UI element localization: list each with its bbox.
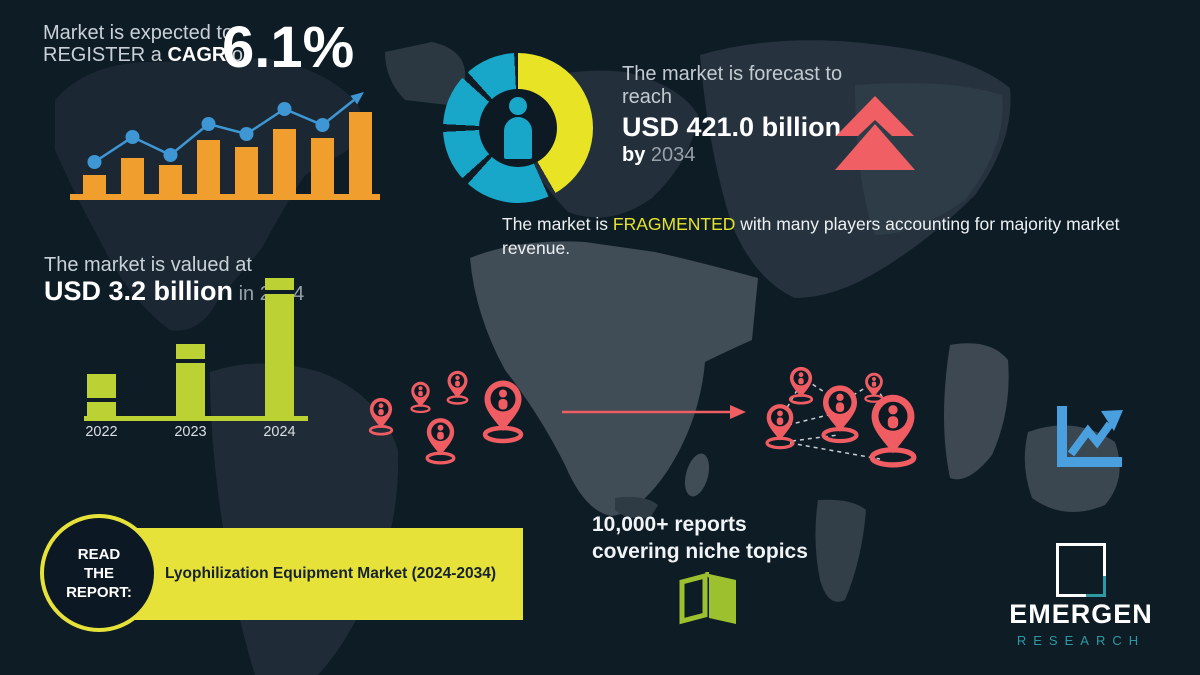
trend-chart-icon	[1057, 406, 1123, 467]
forecast-by-label: by	[622, 144, 646, 166]
valuation-intro: The market is valued at	[44, 254, 252, 276]
read-word1: READ	[77, 545, 121, 563]
logo-name: EMERGEN	[1009, 599, 1153, 629]
pin-cluster-scattered	[368, 369, 522, 465]
valuation-bar-chart: 2022 2023 2024	[78, 278, 310, 440]
forecast-section: The market is forecast to reach USD 421.…	[622, 63, 842, 167]
forecast-by-year: 2034	[650, 144, 696, 166]
cagr-value: 6.1%	[222, 15, 355, 80]
cagr-bar	[159, 165, 182, 194]
pin-cluster-network	[765, 365, 915, 465]
cagr-bar	[121, 158, 144, 194]
cagr-bar-chart	[60, 88, 380, 200]
cagr-line2-pre: REGISTER a	[43, 44, 168, 66]
emergen-logo: EMERGEN RESEARCH	[1000, 543, 1162, 648]
fragmented-pre: The market is	[502, 214, 613, 234]
cagr-intro-text: Market is expected to REGISTER a CAGR of	[43, 22, 249, 66]
fragmentation-note: The market is FRAGMENTED with many playe…	[502, 212, 1162, 260]
read-report-button[interactable]: READ THE REPORT:	[40, 514, 158, 632]
cagr-bar	[235, 147, 258, 194]
market-players-map	[368, 365, 950, 490]
cagr-trend-line	[87, 92, 364, 169]
cagr-line2-bold: CAGR	[167, 44, 227, 66]
valuation-baseline	[84, 416, 308, 421]
transition-arrow-icon	[562, 405, 746, 419]
market-share-donut	[443, 53, 593, 203]
valuation-bar	[87, 374, 116, 416]
cagr-bar	[83, 175, 106, 194]
valuation-year-label: 2022	[85, 424, 118, 440]
read-word3: REPORT:	[66, 583, 132, 601]
report-title: Lyophilization Equipment Market (2024-20…	[165, 565, 497, 582]
valuation-year-label: 2023	[174, 424, 207, 440]
fragmented-post: with many players accounting for majorit…	[502, 214, 1120, 258]
report-title-banner[interactable]: Lyophilization Equipment Market (2024-20…	[133, 528, 523, 620]
person-head	[509, 97, 527, 115]
cagr-bar	[349, 112, 372, 194]
valuation-bar	[176, 344, 205, 416]
reports-blurb: 10,000+ reports covering niche topics	[592, 511, 808, 565]
cagr-bar	[311, 138, 334, 194]
cagr-bar	[197, 140, 220, 194]
fragmented-highlight: FRAGMENTED	[612, 214, 736, 234]
person-body	[504, 117, 532, 159]
forecast-by: by 2034	[622, 143, 842, 167]
reports-line1: 10,000+ reports	[592, 513, 747, 536]
reports-line2: covering niche topics	[592, 540, 808, 563]
valuation-bar	[265, 278, 294, 416]
forecast-line2: reach	[622, 86, 673, 108]
cagr-line2-post: of	[226, 44, 249, 66]
read-word2: THE	[84, 564, 114, 582]
valuation-value-line: USD 3.2 billion in 2024	[44, 276, 304, 307]
open-book-icon	[679, 572, 736, 625]
logo-square-icon	[1056, 543, 1106, 597]
person-icon	[443, 53, 593, 203]
logo-subtitle: RESEARCH	[1016, 633, 1146, 648]
forecast-line1: The market is forecast to	[622, 63, 843, 85]
valuation-year-label: 2024	[263, 424, 296, 440]
cagr-bar	[273, 129, 296, 194]
forecast-value: USD 421.0 billion	[622, 112, 842, 142]
valuation-value: USD 3.2 billion	[44, 276, 234, 306]
growth-arrow-icon	[835, 96, 915, 170]
cagr-line1: Market is expected to	[43, 22, 234, 44]
